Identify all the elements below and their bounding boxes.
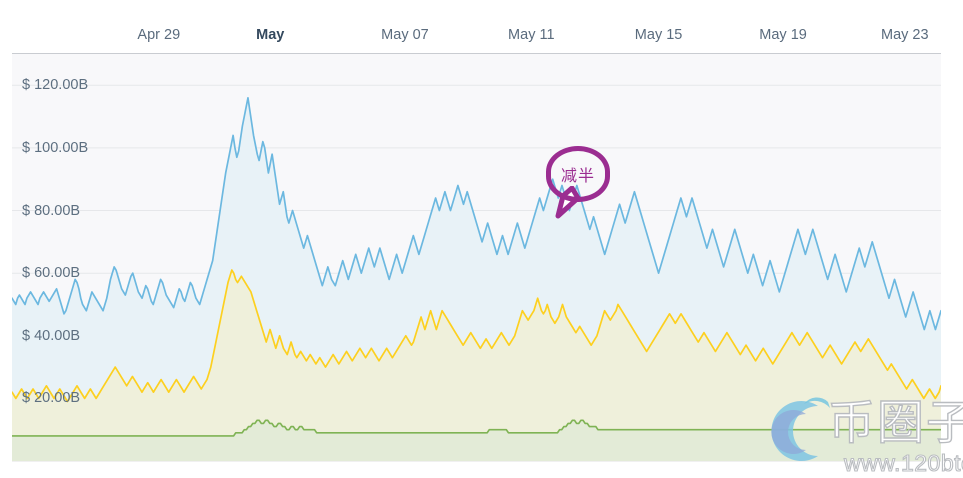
x-axis: Apr 29 May May 07 May 11 May 15 May 19 May 23 [12, 18, 941, 54]
halving-annotation[interactable]: 减半 [546, 146, 614, 219]
annotation-bubble [546, 146, 610, 202]
x-axis-label: May 23 [880, 27, 929, 43]
x-axis-label: May 11 [508, 27, 555, 43]
series-canvas [12, 84, 941, 461]
x-axis-label: May 07 [381, 27, 429, 43]
x-axis-label: May 19 [759, 27, 807, 43]
annotation-label: 减半 [560, 166, 595, 185]
x-axis-label: May 15 [634, 27, 683, 43]
x-axis-label: May [256, 27, 285, 43]
x-axis-label: Apr 29 [137, 27, 181, 43]
chart-plot-area[interactable] [12, 54, 941, 461]
